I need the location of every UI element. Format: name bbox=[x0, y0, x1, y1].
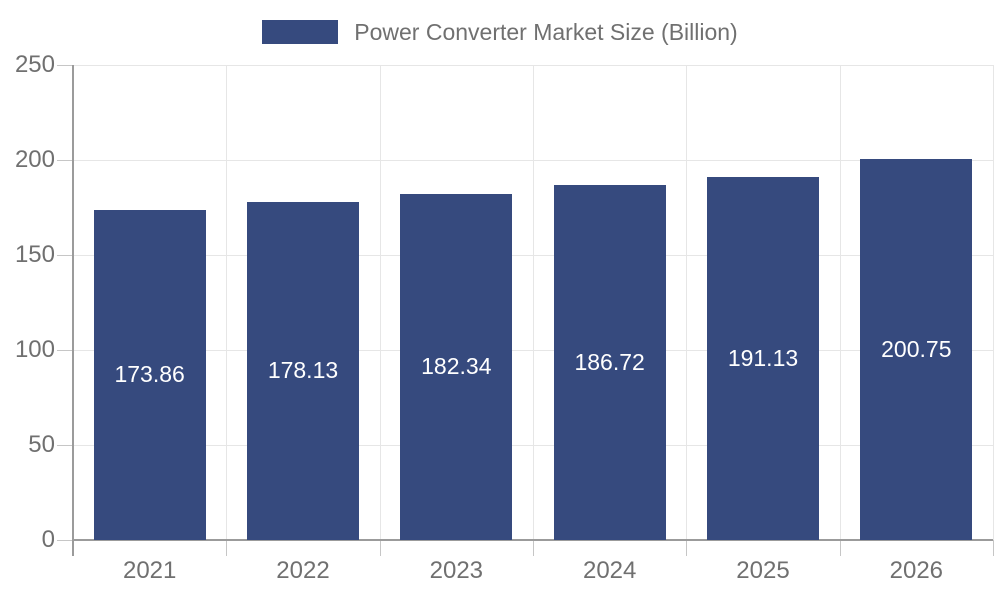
x-axis-tick bbox=[226, 540, 228, 556]
y-axis-line bbox=[72, 65, 74, 556]
gridline-vertical bbox=[379, 65, 381, 540]
y-axis-tick bbox=[57, 350, 73, 351]
x-axis-tick bbox=[379, 540, 381, 556]
x-axis-category-label: 2026 bbox=[889, 557, 944, 584]
x-axis-category-label: 2023 bbox=[429, 557, 484, 584]
legend-swatch bbox=[262, 20, 339, 44]
y-axis-tick-label: 100 bbox=[14, 336, 55, 363]
x-axis-tick bbox=[839, 540, 841, 556]
bar-value-label: 178.13 bbox=[267, 357, 339, 384]
bar[interactable]: 173.86 bbox=[93, 209, 206, 540]
bar-value-label: 186.72 bbox=[574, 349, 645, 376]
bar-value-label: 182.34 bbox=[421, 353, 492, 380]
y-axis-tick-label: 150 bbox=[14, 241, 55, 268]
gridline-vertical bbox=[226, 65, 228, 540]
bar[interactable]: 186.72 bbox=[553, 185, 666, 540]
y-axis-tick bbox=[57, 160, 73, 161]
x-axis-tick bbox=[993, 540, 994, 556]
y-axis-tick bbox=[57, 255, 73, 256]
x-axis-category-label: 2025 bbox=[736, 557, 790, 584]
legend-item[interactable]: Power Converter Market Size (Billion) bbox=[0, 16, 1000, 48]
x-axis-category-label: 2022 bbox=[276, 557, 330, 584]
bar[interactable]: 191.13 bbox=[707, 176, 819, 540]
bar[interactable]: 200.75 bbox=[860, 158, 973, 540]
y-axis-tick-label: 200 bbox=[14, 146, 55, 173]
bar-value-label: 173.86 bbox=[114, 361, 185, 388]
gridline-vertical bbox=[533, 65, 534, 540]
y-axis-tick bbox=[57, 445, 73, 446]
y-axis-tick-label: 250 bbox=[14, 51, 55, 78]
x-axis-tick bbox=[686, 540, 688, 556]
x-axis-line bbox=[73, 539, 993, 541]
x-axis-category-label: 2024 bbox=[582, 557, 637, 584]
y-axis-tick bbox=[57, 540, 73, 541]
y-axis-tick-label: 0 bbox=[41, 526, 55, 553]
y-axis-tick bbox=[57, 65, 73, 66]
bar[interactable]: 178.13 bbox=[247, 201, 359, 540]
x-axis-tick bbox=[533, 540, 534, 556]
bar[interactable]: 182.34 bbox=[400, 193, 513, 540]
x-axis-category-label: 2021 bbox=[122, 557, 177, 584]
legend-label: Power Converter Market Size (Billion) bbox=[354, 18, 738, 45]
gridline-vertical bbox=[839, 65, 841, 540]
bar-value-label: 191.13 bbox=[727, 344, 799, 371]
y-axis-tick-label: 50 bbox=[28, 431, 55, 458]
gridline-vertical bbox=[686, 65, 688, 540]
bar-value-label: 200.75 bbox=[881, 335, 952, 362]
gridline-vertical bbox=[993, 65, 994, 540]
